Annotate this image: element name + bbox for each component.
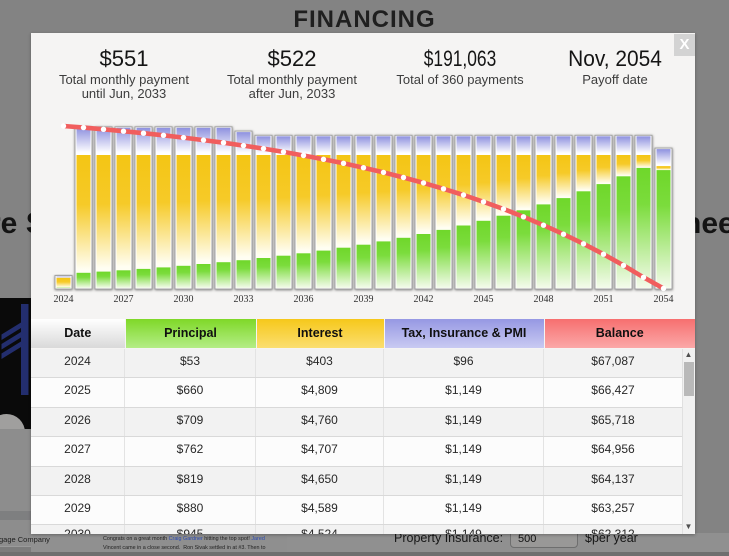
svg-text:2042: 2042 (414, 294, 434, 305)
svg-text:2024: 2024 (54, 294, 74, 305)
svg-text:2045: 2045 (474, 294, 494, 305)
svg-text:2033: 2033 (234, 294, 254, 305)
svg-text:2054: 2054 (654, 294, 674, 305)
svg-text:2036: 2036 (294, 294, 314, 305)
svg-text:2030: 2030 (174, 294, 194, 305)
svg-text:2051: 2051 (594, 294, 614, 305)
svg-text:2048: 2048 (534, 294, 554, 305)
svg-text:2039: 2039 (354, 294, 374, 305)
svg-text:2027: 2027 (114, 294, 134, 305)
